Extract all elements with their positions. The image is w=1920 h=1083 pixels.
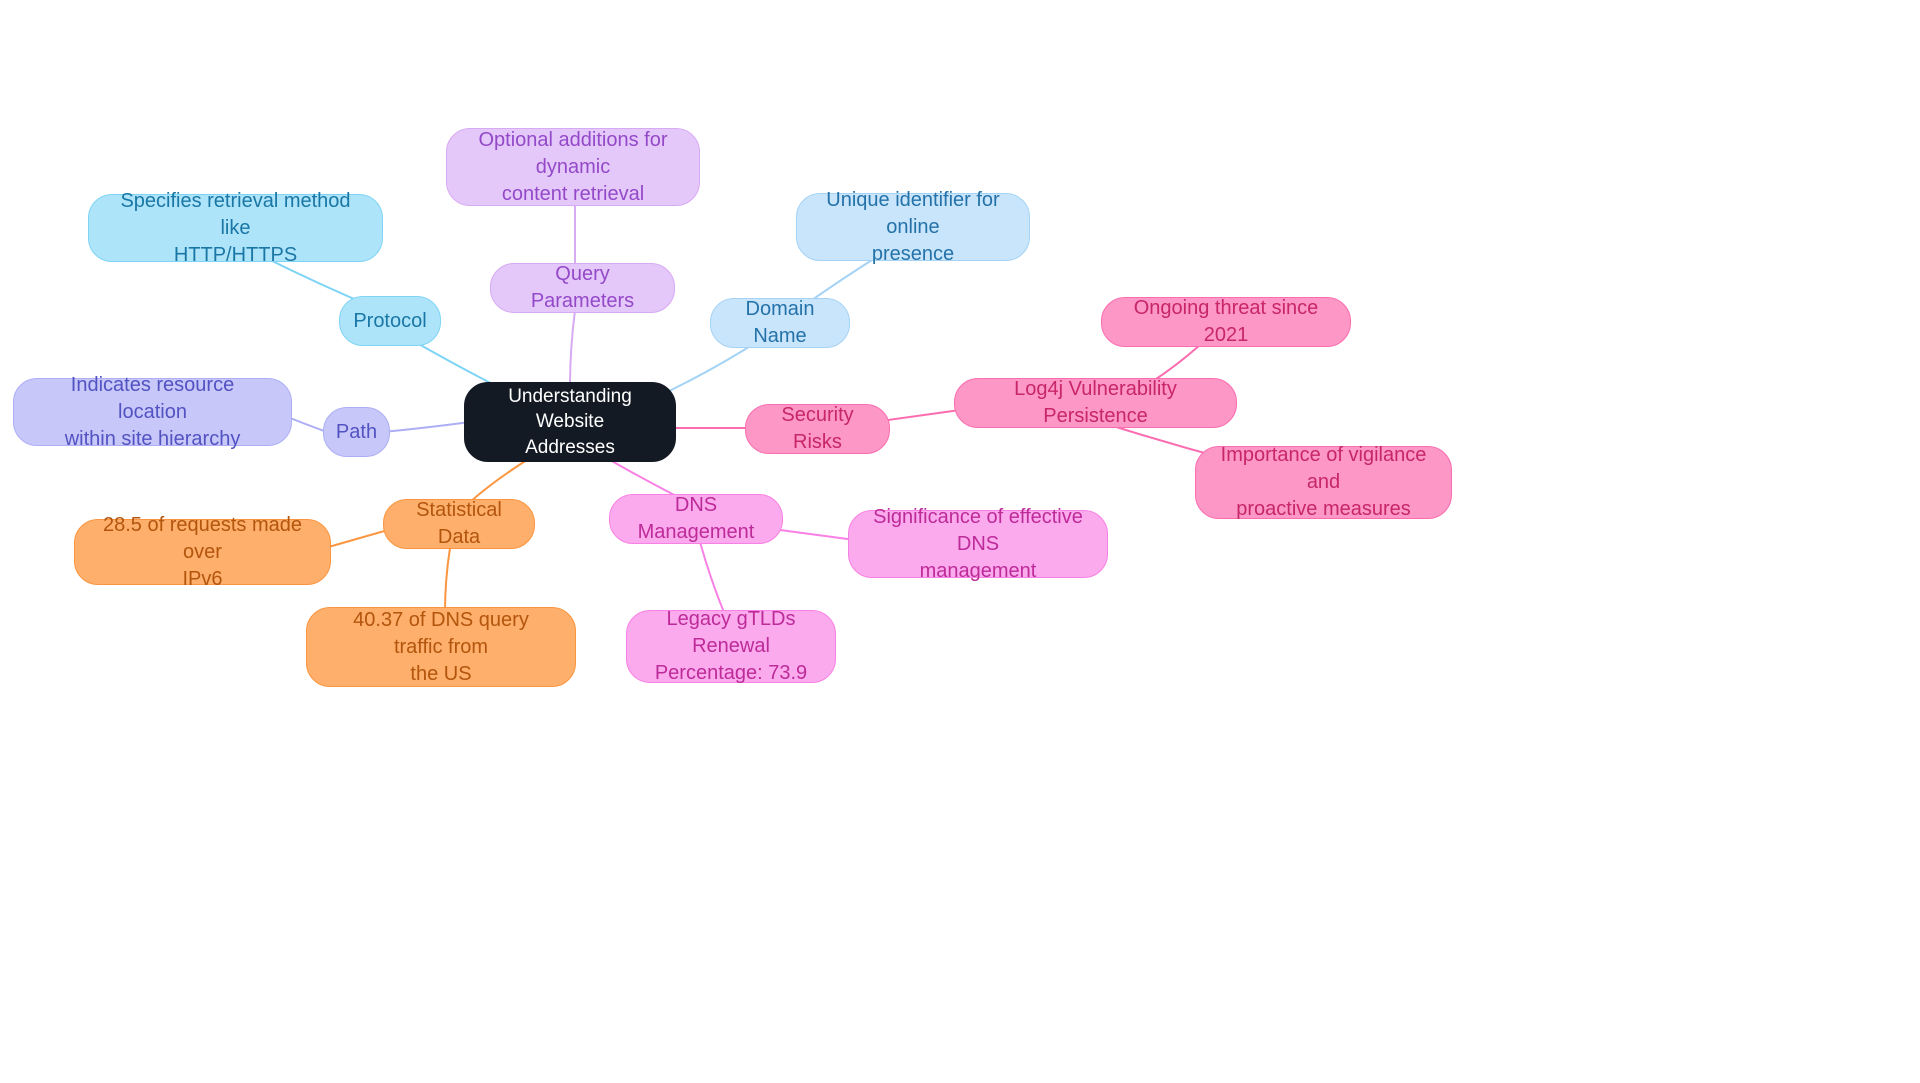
node-domain-name-detail: Unique identifier for online presence: [796, 193, 1030, 261]
node-dns-management: DNS Management: [609, 494, 783, 544]
node-stat-ipv6: 28.5 of requests made over IPv6: [74, 519, 331, 585]
node-security-risks: Security Risks: [745, 404, 890, 454]
center-node: Understanding Website Addresses: [464, 382, 676, 462]
node-dns-renewal: Legacy gTLDs Renewal Percentage: 73.9: [626, 610, 836, 683]
node-log4j-vigilance: Importance of vigilance and proactive me…: [1195, 446, 1452, 519]
node-query-params: Query Parameters: [490, 263, 675, 313]
node-domain-name: Domain Name: [710, 298, 850, 348]
node-dns-significance: Significance of effective DNS management: [848, 510, 1108, 578]
node-query-params-detail: Optional additions for dynamic content r…: [446, 128, 700, 206]
node-statistical-data: Statistical Data: [383, 499, 535, 549]
node-log4j-threat: Ongoing threat since 2021: [1101, 297, 1351, 347]
node-log4j: Log4j Vulnerability Persistence: [954, 378, 1237, 428]
node-path: Path: [323, 407, 390, 457]
node-protocol: Protocol: [339, 296, 441, 346]
node-protocol-detail: Specifies retrieval method like HTTP/HTT…: [88, 194, 383, 262]
node-stat-dns-us: 40.37 of DNS query traffic from the US: [306, 607, 576, 687]
node-path-detail: Indicates resource location within site …: [13, 378, 292, 446]
